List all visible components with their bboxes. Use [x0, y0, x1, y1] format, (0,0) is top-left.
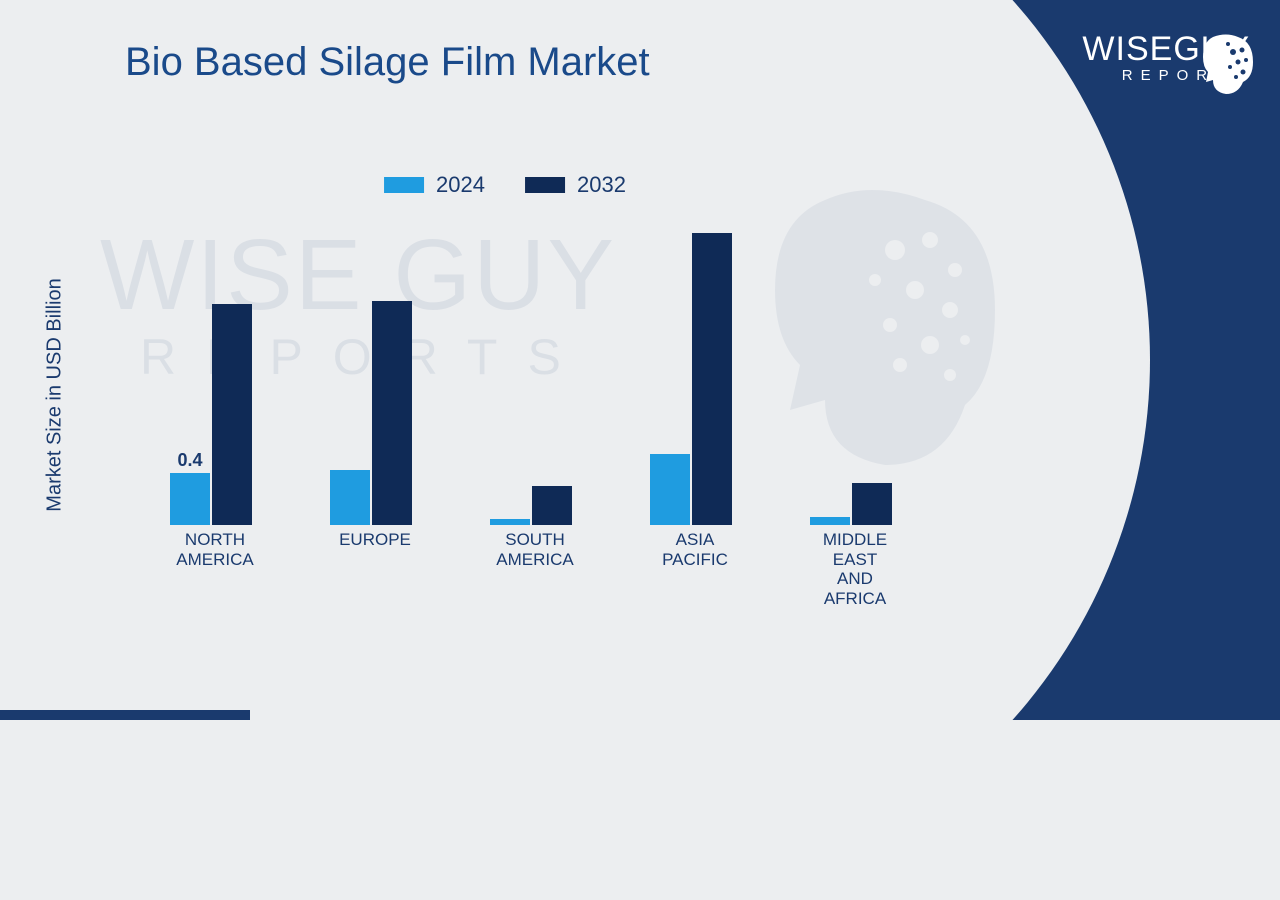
y-axis-label: Market Size in USD Billion [44, 278, 67, 511]
brand-logo: WISEGUY REPORTS [1082, 30, 1250, 84]
bar-value-label: 0.4 [177, 450, 202, 471]
bar-2032 [692, 233, 732, 526]
bar-2024: 0.4 [170, 473, 210, 525]
bar-2032 [372, 301, 412, 525]
brain-icon [1198, 32, 1258, 102]
plot-region: 0.4 [130, 200, 915, 525]
chart-title: Bio Based Silage Film Market [125, 40, 650, 85]
x-tick-label: EUROPE [320, 530, 430, 550]
legend-label: 2024 [436, 172, 485, 198]
bar-2032 [212, 304, 252, 525]
legend-swatch [384, 177, 424, 193]
legend-label: 2032 [577, 172, 626, 198]
legend-item-2024: 2024 [384, 172, 485, 198]
bar-2024 [810, 517, 850, 525]
bar-2032 [532, 486, 572, 525]
legend-item-2032: 2032 [525, 172, 626, 198]
x-tick-label: ASIAPACIFIC [640, 530, 750, 569]
bar-2024 [490, 519, 530, 526]
bar-2024 [650, 454, 690, 526]
chart-area: Market Size in USD Billion 2024 2032 0.4… [95, 200, 915, 590]
bar-2024 [330, 470, 370, 525]
legend-swatch [525, 177, 565, 193]
legend: 2024 2032 [384, 172, 626, 198]
x-tick-label: NORTHAMERICA [160, 530, 270, 569]
x-tick-label: SOUTHAMERICA [480, 530, 590, 569]
bar-2032 [852, 483, 892, 525]
bottom-accent-bar [0, 710, 250, 720]
x-tick-label: MIDDLEEASTANDAFRICA [800, 530, 910, 608]
